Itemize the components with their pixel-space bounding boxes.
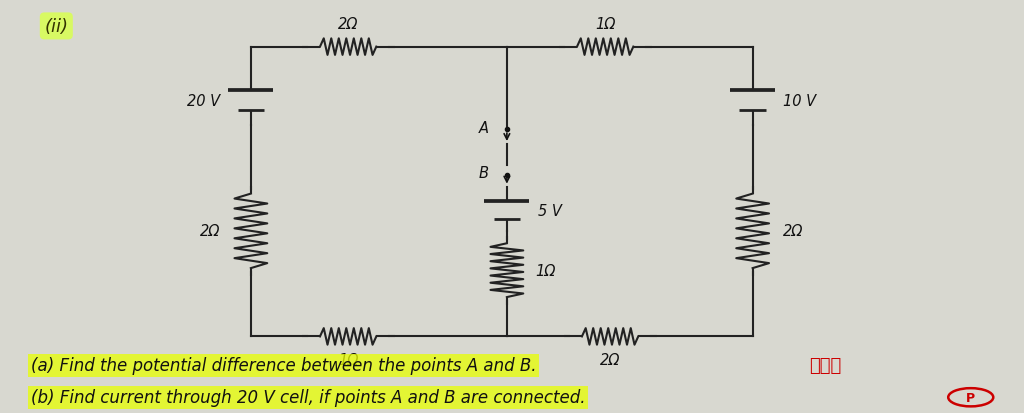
Text: 2Ω: 2Ω (200, 224, 220, 239)
Text: (b) Find current through 20 V cell, if points A and B are connected.: (b) Find current through 20 V cell, if p… (31, 388, 586, 406)
Text: 2Ω: 2Ω (600, 352, 621, 367)
Text: A: A (478, 121, 488, 135)
Text: (ii): (ii) (44, 18, 69, 36)
Text: 2Ω: 2Ω (338, 17, 358, 32)
Text: (a) Find the potential difference between the points A and B.: (a) Find the potential difference betwee… (31, 356, 537, 375)
Text: P: P (967, 391, 975, 404)
Text: 米米米: 米米米 (809, 356, 841, 375)
Text: 20 V: 20 V (187, 94, 220, 109)
Text: 5 V: 5 V (538, 203, 561, 218)
Text: B: B (478, 166, 488, 181)
Text: 1Ω: 1Ω (536, 263, 556, 278)
Text: 2Ω: 2Ω (783, 224, 804, 239)
Text: 10 V: 10 V (783, 94, 816, 109)
Text: 1Ω: 1Ω (338, 352, 358, 367)
Text: 1Ω: 1Ω (595, 17, 615, 32)
